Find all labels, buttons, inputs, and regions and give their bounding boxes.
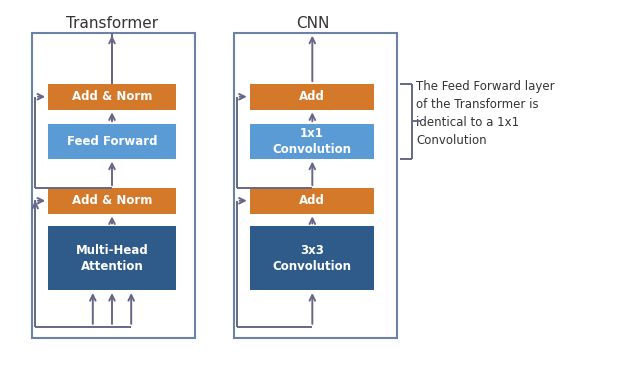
Text: Add & Norm: Add & Norm [72, 90, 152, 103]
Text: Multi-Head
Attention: Multi-Head Attention [76, 244, 148, 273]
FancyBboxPatch shape [250, 188, 374, 214]
Text: Feed Forward: Feed Forward [67, 135, 157, 148]
Text: Add & Norm: Add & Norm [72, 194, 152, 207]
Text: CNN: CNN [296, 16, 329, 31]
Text: Add: Add [299, 194, 325, 207]
FancyBboxPatch shape [250, 84, 374, 110]
FancyBboxPatch shape [48, 124, 176, 159]
FancyBboxPatch shape [250, 124, 374, 159]
Text: The Feed Forward layer
of the Transformer is
identical to a 1x1
Convolution: The Feed Forward layer of the Transforme… [416, 80, 555, 147]
Text: 1x1
Convolution: 1x1 Convolution [273, 127, 351, 156]
FancyBboxPatch shape [48, 188, 176, 214]
FancyBboxPatch shape [48, 226, 176, 290]
FancyBboxPatch shape [48, 84, 176, 110]
FancyBboxPatch shape [250, 226, 374, 290]
Text: Transformer: Transformer [66, 16, 158, 31]
Text: Add: Add [299, 90, 325, 103]
Text: 3x3
Convolution: 3x3 Convolution [273, 244, 351, 273]
